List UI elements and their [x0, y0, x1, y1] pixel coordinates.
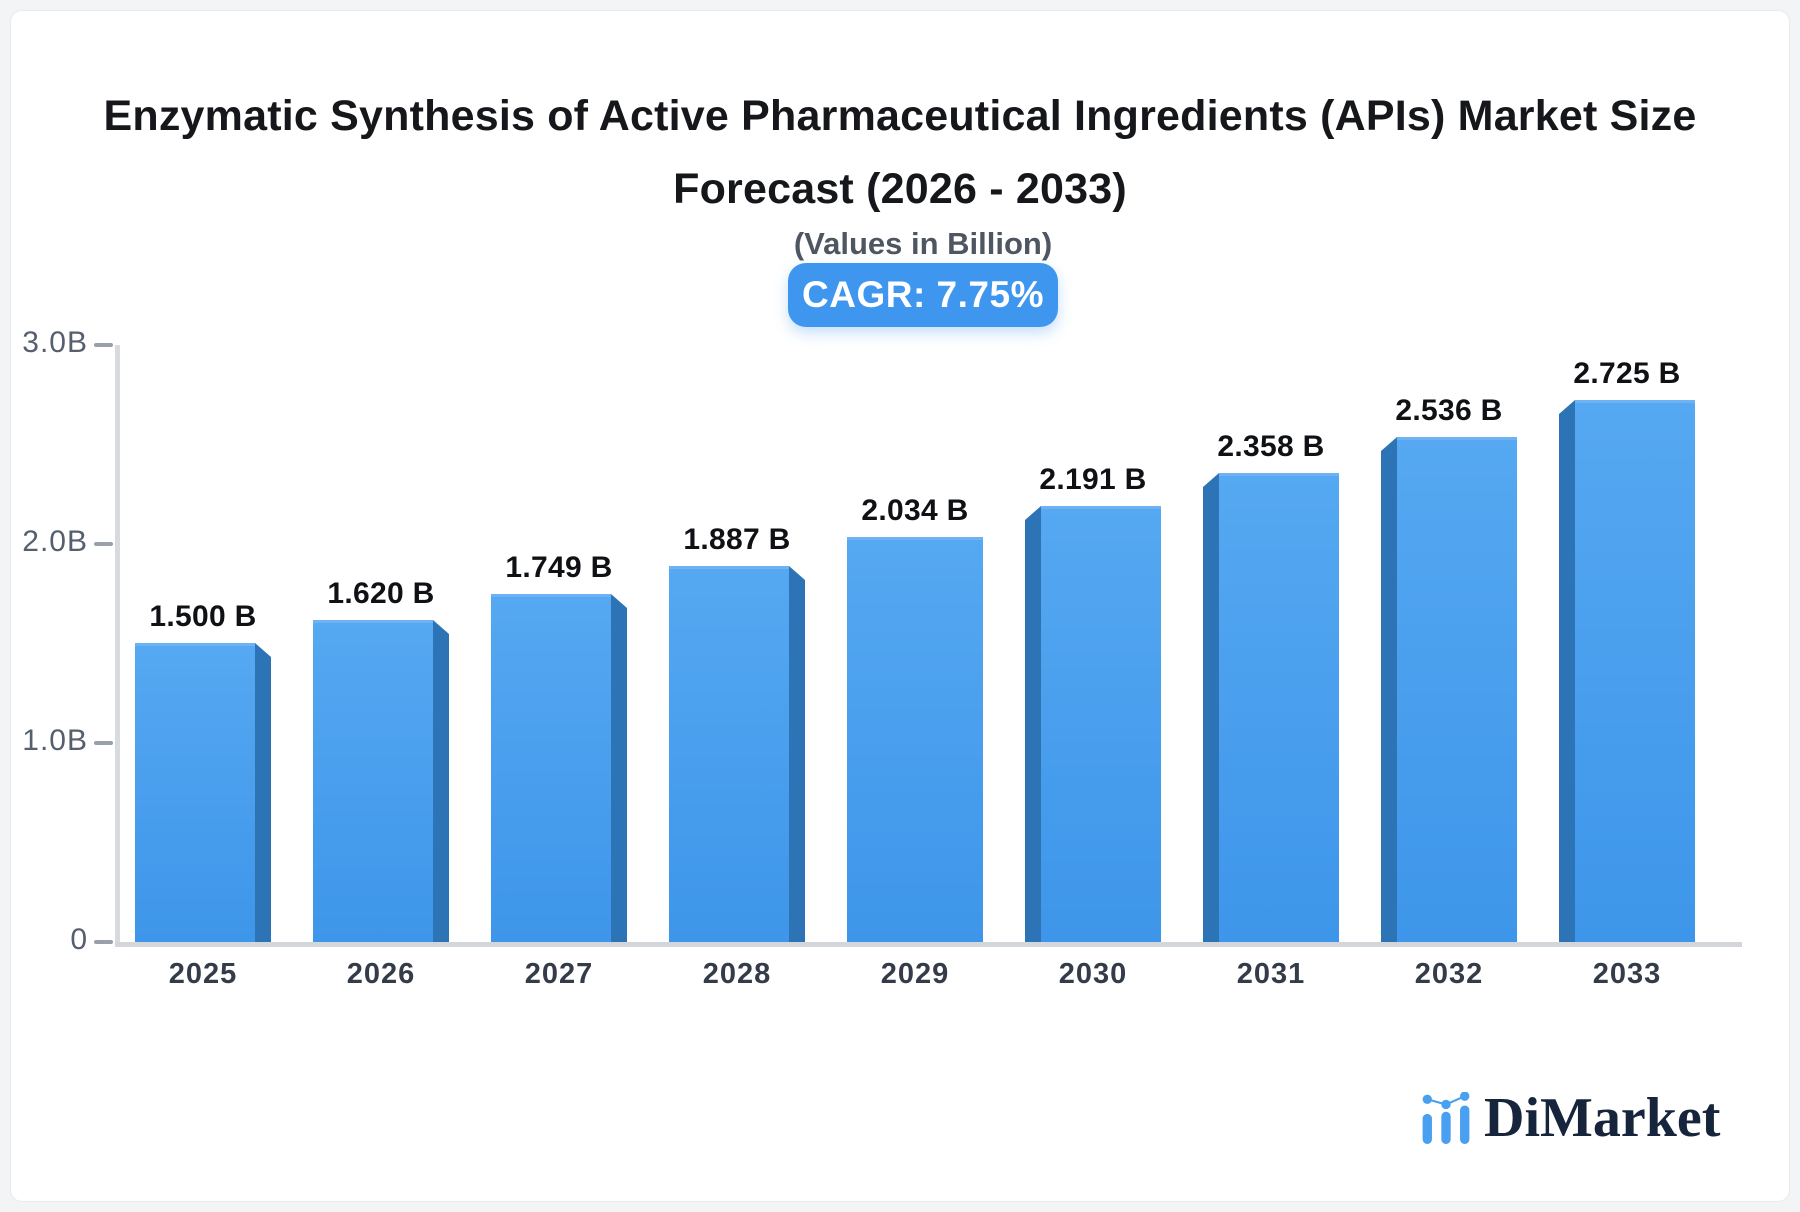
bar-value-label: 1.500 B	[149, 600, 257, 633]
bar-value-label: 1.887 B	[683, 523, 791, 556]
x-axis-label: 2030	[1058, 958, 1128, 990]
y-tick-mark	[94, 343, 113, 347]
y-tick-label: 2.0B	[22, 525, 88, 558]
bar-2032: 2.536 B 2032	[1381, 394, 1517, 990]
x-axis-label: 2031	[1236, 958, 1306, 990]
bar-face	[847, 537, 983, 942]
x-axis-label: 2025	[168, 958, 238, 990]
bar-value-label: 1.749 B	[505, 551, 613, 584]
dimarket-logo-icon	[1422, 1092, 1470, 1144]
y-tick-label: 1.0B	[22, 724, 88, 757]
y-tick-label: 0	[70, 923, 88, 956]
bar-2030: 2.191 B 2030	[1025, 463, 1161, 990]
bar-face	[135, 643, 255, 942]
x-axis-label: 2033	[1592, 958, 1662, 990]
chart-subtitle: (Values in Billion)	[793, 226, 1053, 261]
brand-name: DiMarket	[1484, 1087, 1721, 1149]
bar-value-label: 2.536 B	[1395, 394, 1503, 427]
bar-value-label: 2.358 B	[1217, 430, 1325, 463]
bar-face	[669, 566, 789, 942]
y-tick-label: 3.0B	[22, 326, 88, 359]
y-axis-line	[115, 345, 120, 946]
y-tick-mark	[94, 542, 113, 546]
chart-title-line-1: Enzymatic Synthesis of Active Pharmaceut…	[103, 92, 1697, 140]
bar-side-face	[1025, 506, 1041, 942]
bar-2033: 2.725 B 2033	[1559, 357, 1695, 990]
y-tick-mark	[94, 940, 113, 944]
x-axis-label: 2032	[1414, 958, 1484, 990]
bar-2025: 1.500 B 2025	[135, 600, 271, 990]
bar-2031: 2.358 B 2031	[1203, 430, 1339, 990]
x-axis-label: 2026	[346, 958, 416, 990]
bar-2029: 2.034 B 2029	[847, 494, 983, 990]
bar-face	[1041, 506, 1161, 942]
x-axis-label: 2028	[702, 958, 772, 990]
bar-value-label: 1.620 B	[327, 577, 435, 610]
x-axis-label: 2029	[880, 958, 950, 990]
bar-face	[1575, 400, 1695, 942]
bar-2027: 1.749 B 2027	[491, 551, 627, 990]
bar-side-face	[1381, 437, 1397, 942]
bar-side-face	[255, 643, 271, 942]
chart-title-line-2: Forecast (2026 - 2033)	[673, 165, 1127, 213]
bar-side-face	[789, 566, 805, 942]
bar-face	[1219, 473, 1339, 942]
y-tick-mark	[94, 741, 113, 745]
cagr-badge-label: CAGR: 7.75%	[802, 274, 1044, 315]
brand-logo: DiMarket	[1422, 1090, 1720, 1146]
bar-2028: 1.887 B 2028	[669, 523, 805, 990]
bar-face	[313, 620, 433, 942]
cagr-badge: CAGR: 7.75%	[788, 263, 1058, 327]
bar-side-face	[611, 594, 627, 942]
bar-value-label: 2.191 B	[1039, 463, 1147, 496]
bar-value-label: 2.725 B	[1573, 357, 1681, 390]
bar-2026: 1.620 B 2026	[313, 577, 449, 990]
x-axis-line	[115, 942, 1742, 947]
bar-face	[491, 594, 611, 942]
bar-value-label: 2.034 B	[861, 494, 969, 527]
bar-face	[1397, 437, 1517, 942]
bar-side-face	[1559, 400, 1575, 942]
bar-side-face	[1203, 473, 1219, 942]
chart-title: Enzymatic Synthesis of Active Pharmaceut…	[0, 80, 1800, 226]
x-axis-label: 2027	[524, 958, 594, 990]
bar-side-face	[433, 620, 449, 942]
